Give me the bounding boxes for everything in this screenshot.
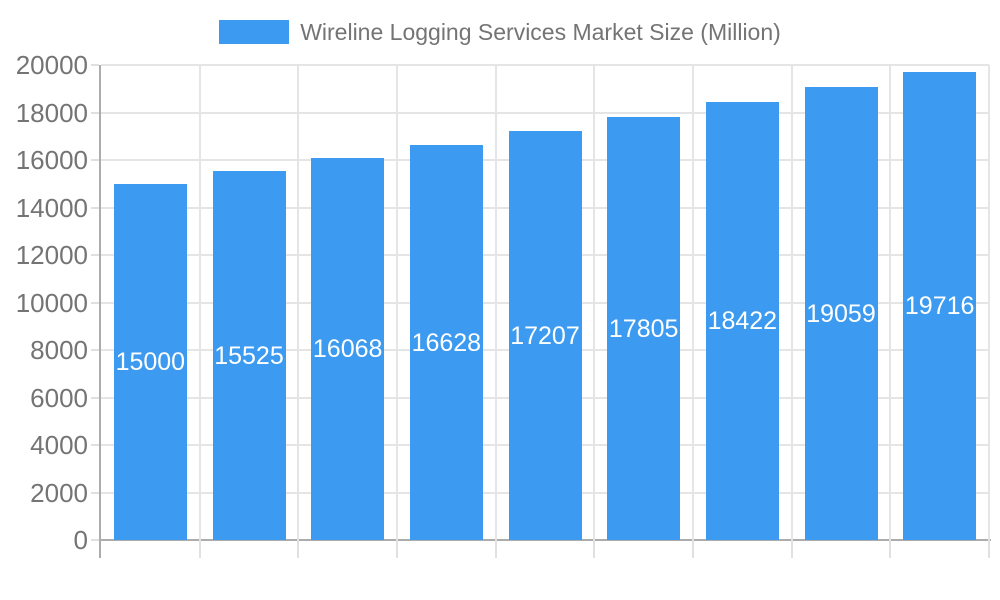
y-axis-tick: [91, 349, 99, 351]
vertical-gridline: [593, 65, 596, 540]
bar-2032: [804, 87, 878, 540]
bar-value-label: 16628: [411, 328, 482, 357]
vertical-gridline: [988, 65, 990, 540]
vertical-gridline: [692, 65, 694, 540]
y-axis-tick: [91, 111, 99, 114]
x-axis-tick: [790, 540, 793, 558]
x-axis-tick: [396, 540, 398, 558]
y-axis-tick-label: 0: [73, 525, 88, 555]
legend-swatch: [219, 20, 290, 44]
y-axis-tick-label: 8000: [30, 335, 88, 365]
y-axis-tick-label: 16000: [15, 145, 88, 175]
vertical-gridline: [297, 65, 300, 540]
y-axis-tick: [91, 254, 99, 256]
y-axis-tick: [91, 159, 99, 161]
y-axis-tick: [91, 64, 99, 66]
plot-area: 0 2000 4000 6000 8000 10000 12000 14000 16000 180…: [16, 50, 990, 558]
bar-2027: [311, 158, 385, 540]
bar-2026: [212, 171, 286, 540]
vertical-gridline: [198, 65, 201, 540]
x-axis-tick: [692, 540, 694, 558]
x-axis-tick: [593, 540, 596, 558]
bar-2029: [508, 131, 582, 540]
bar-value-label: 19059: [806, 299, 876, 328]
vertical-gridline: [889, 65, 892, 540]
y-axis-tick-label: 4000: [30, 430, 88, 460]
bar-value-label: 18422: [707, 307, 778, 336]
x-axis-tick: [494, 540, 497, 558]
y-axis-tick-label: 18000: [15, 97, 88, 128]
bar-2028: [409, 145, 483, 540]
y-axis-tick: [91, 539, 99, 541]
legend-label: Wireline Logging Services Market Size (M…: [300, 18, 781, 45]
y-axis-tick: [91, 396, 99, 399]
vertical-gridline: [494, 65, 497, 540]
bar-2033: [903, 71, 977, 540]
bar-2031: [705, 102, 779, 540]
horizontal-gridline: [101, 111, 989, 114]
bar-value-label: 15000: [115, 347, 186, 376]
x-axis-tick: [198, 540, 201, 558]
legend[interactable]: Wireline Logging Services Market Size (M…: [0, 14, 1000, 50]
x-axis-tick: [988, 540, 990, 558]
x-axis-tick: [297, 540, 300, 558]
bar-2025: [113, 183, 187, 540]
bar-value-label: 17207: [510, 321, 580, 350]
y-axis-tick: [91, 301, 99, 304]
bar-value-label: 19716: [904, 291, 975, 320]
bar-value-label: 16068: [312, 335, 383, 364]
y-axis-tick: [91, 491, 99, 494]
x-axis-tick: [889, 540, 892, 558]
bar-value-label: 15525: [214, 341, 284, 370]
y-axis-tick: [91, 206, 99, 209]
y-axis-tick: [91, 444, 99, 446]
x-axis-line: [99, 539, 991, 541]
bar-value-label: 17805: [608, 314, 679, 343]
vertical-gridline: [396, 65, 398, 540]
horizontal-gridline: [101, 64, 989, 66]
y-axis-tick-label: 6000: [30, 382, 88, 413]
vertical-gridline: [790, 65, 793, 540]
y-axis-tick-label: 10000: [15, 287, 88, 318]
y-axis-line: [99, 65, 101, 558]
y-axis-tick-label: 12000: [15, 240, 88, 270]
y-axis-tick-label: 14000: [15, 192, 88, 223]
y-axis-tick-label: 20000: [15, 50, 88, 80]
y-axis-tick-label: 2000: [30, 477, 88, 508]
bar-2030: [607, 117, 681, 540]
